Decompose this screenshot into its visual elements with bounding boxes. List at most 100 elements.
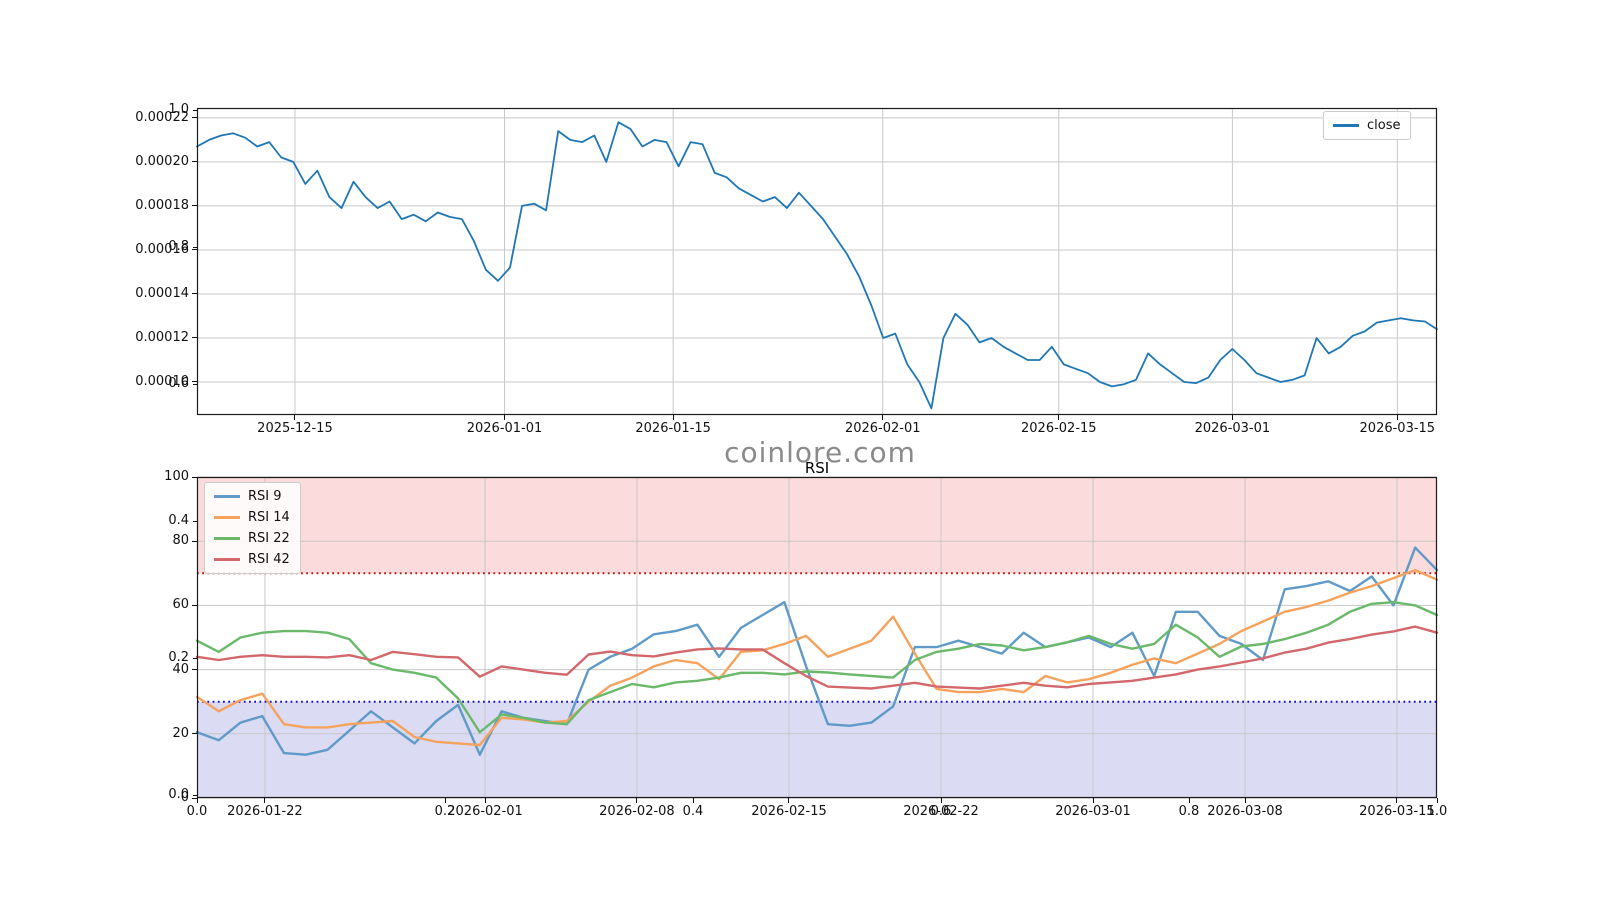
price-x-tick-label: 2026-01-01 <box>466 421 543 436</box>
tick-mark <box>692 798 694 803</box>
legend-label-rsi42: RSI 42 <box>248 552 290 567</box>
stray-x-tick-label: 1.0 <box>1426 804 1448 819</box>
tick-mark <box>192 604 197 606</box>
tick-mark <box>882 415 884 420</box>
legend-entry-rsi14: RSI 14 <box>214 509 290 526</box>
rsi42-line-swatch <box>214 558 240 561</box>
rsi22-line <box>195 600 1439 734</box>
tick-mark <box>193 383 197 385</box>
watermark: coinlore.com <box>724 436 916 469</box>
rsi-chart <box>195 476 1439 799</box>
rsi9-line-swatch <box>214 495 240 498</box>
price-y-tick-label: 0.00010 <box>135 373 189 389</box>
rsi-y-tick-label: 80 <box>172 533 189 549</box>
price-legend: close <box>1323 111 1412 140</box>
tick-mark <box>193 657 197 659</box>
price-y-tick-label: 0.00022 <box>135 109 189 125</box>
tick-mark <box>193 109 197 111</box>
stray-x-tick-label: 0.8 <box>1178 804 1200 819</box>
legend-label-rsi22: RSI 22 <box>248 531 290 546</box>
legend-entry-close: close <box>1333 117 1400 134</box>
rsi-y-tick-label: 40 <box>172 661 189 677</box>
tick-mark <box>192 337 197 339</box>
tick-mark <box>264 798 266 803</box>
tick-mark <box>1436 798 1438 803</box>
stray-y-tick-label: 0.8 <box>168 239 189 254</box>
tick-mark <box>636 798 638 803</box>
tick-mark <box>940 798 942 803</box>
legend-entry-rsi42: RSI 42 <box>214 551 290 568</box>
stray-y-tick-label: 1.0 <box>168 102 189 117</box>
tick-mark <box>192 381 197 383</box>
rsi-x-tick-label: 2026-01-22 <box>227 804 303 819</box>
rsi-x-tick-label: 2026-02-01 <box>447 804 523 819</box>
tick-mark <box>192 293 197 295</box>
price-x-tick-label: 2026-02-15 <box>1021 421 1097 436</box>
stray-y-tick-label: 0.0 <box>168 787 189 802</box>
tick-mark <box>1058 415 1060 420</box>
tick-mark <box>192 669 197 671</box>
overbought-band <box>197 477 1437 574</box>
tick-mark <box>1396 415 1398 420</box>
price-y-tick-label: 0.00018 <box>135 197 189 213</box>
price-x-tick-label: 2026-03-15 <box>1359 421 1436 436</box>
stray-y-tick-label: 0.4 <box>168 513 189 528</box>
oversold-band <box>197 701 1437 798</box>
rsi42-line <box>195 625 1439 690</box>
tick-mark <box>193 246 197 248</box>
tick-mark <box>192 205 197 207</box>
tick-mark <box>484 798 486 803</box>
rsi-x-tick-label: 2026-03-15 <box>1359 804 1435 819</box>
tick-mark <box>788 798 790 803</box>
tick-mark <box>193 794 197 796</box>
stray-x-tick-label: 0.4 <box>682 804 704 819</box>
plot-spines <box>196 476 1438 799</box>
price-x-tick-label: 2025-12-15 <box>257 421 333 436</box>
rsi-y-tick-label: 60 <box>172 597 189 613</box>
tick-mark <box>1244 798 1246 803</box>
tick-mark <box>1231 415 1233 420</box>
price-y-tick-label: 0.00012 <box>135 329 189 345</box>
legend-label-close: close <box>1367 118 1401 133</box>
price-y-tick-label: 0.00014 <box>135 285 189 301</box>
price-chart <box>196 107 1438 416</box>
stray-x-tick-label: 0.2 <box>434 804 456 819</box>
price-y-tick-label: 0.00016 <box>135 241 189 257</box>
price-x-tick-label: 2026-01-15 <box>635 421 711 436</box>
rsi-y-tick-label: 100 <box>164 469 189 484</box>
tick-mark <box>192 797 197 799</box>
rsi-x-tick-label: 2026-02-15 <box>751 804 827 819</box>
rsi-legend: RSI 9 RSI 14 RSI 22 RSI 42 <box>204 482 301 574</box>
rsi-x-tick-label: 2026-03-08 <box>1207 804 1283 819</box>
close-line <box>196 121 1438 410</box>
tick-mark <box>1188 798 1190 803</box>
tick-mark <box>444 798 446 803</box>
stray-x-tick-label: 0.6 <box>930 804 952 819</box>
legend-label-rsi9: RSI 9 <box>248 489 282 504</box>
tick-mark <box>1396 798 1398 803</box>
tick-mark <box>294 415 296 420</box>
tick-mark <box>504 415 506 420</box>
tick-mark <box>672 415 674 420</box>
rsi-y-tick-label: 0 <box>180 790 189 805</box>
rsi-x-tick-label: 2026-02-08 <box>599 804 675 819</box>
rsi9-line <box>195 546 1439 756</box>
tick-mark <box>192 540 197 542</box>
tick-mark <box>1092 798 1094 803</box>
tick-mark <box>192 733 197 735</box>
rsi14-line <box>195 568 1439 747</box>
tick-mark <box>196 798 198 803</box>
price-x-tick-label: 2026-02-01 <box>844 421 921 436</box>
rsi-x-tick-label: 2026-02-22 <box>903 804 979 819</box>
tick-mark <box>192 249 197 251</box>
tick-mark <box>193 520 197 522</box>
tick-mark <box>192 476 197 478</box>
rsi-x-tick-label: 2026-03-01 <box>1055 804 1131 819</box>
legend-entry-rsi9: RSI 9 <box>214 488 290 505</box>
close-line-swatch <box>1333 124 1359 127</box>
rsi22-line-swatch <box>214 537 240 540</box>
tick-mark <box>192 161 197 163</box>
legend-entry-rsi22: RSI 22 <box>214 530 290 547</box>
legend-label-rsi14: RSI 14 <box>248 510 290 525</box>
rsi-chart-title: RSI <box>804 459 830 477</box>
